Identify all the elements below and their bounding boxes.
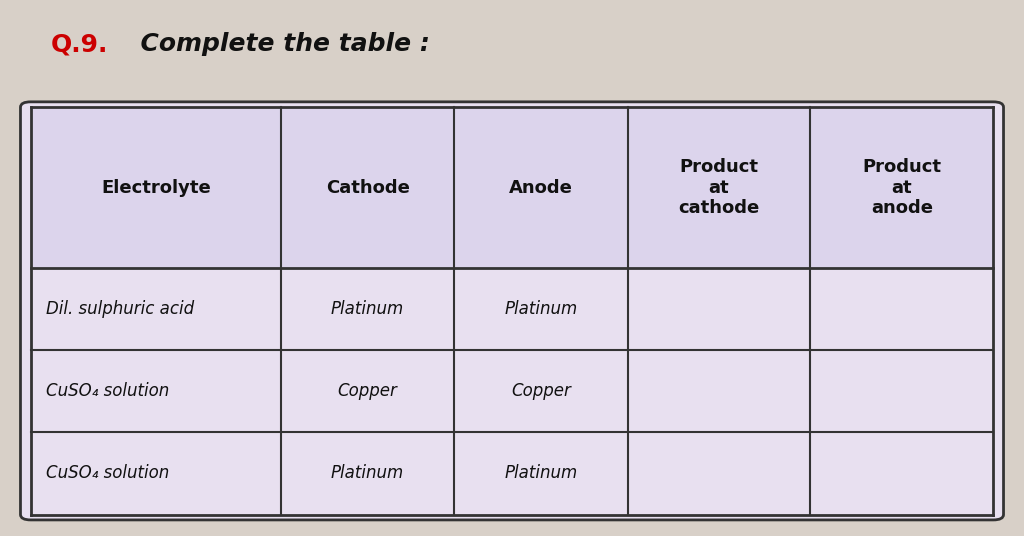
Text: Cathode: Cathode xyxy=(326,178,410,197)
Text: Anode: Anode xyxy=(509,178,572,197)
Text: Product
at
cathode: Product at cathode xyxy=(678,158,760,218)
Text: Complete the table :: Complete the table : xyxy=(123,32,430,56)
Bar xyxy=(31,107,993,268)
Text: Electrolyte: Electrolyte xyxy=(101,178,211,197)
Text: CuSO₄ solution: CuSO₄ solution xyxy=(46,465,169,482)
Text: Platinum: Platinum xyxy=(331,300,404,318)
Text: Platinum: Platinum xyxy=(504,465,578,482)
Text: Copper: Copper xyxy=(338,382,397,400)
Text: Platinum: Platinum xyxy=(504,300,578,318)
Text: Copper: Copper xyxy=(511,382,570,400)
Text: Product
at
anode: Product at anode xyxy=(862,158,941,218)
Text: Q.9.: Q.9. xyxy=(51,32,109,56)
Text: CuSO₄ solution: CuSO₄ solution xyxy=(46,382,169,400)
FancyBboxPatch shape xyxy=(20,102,1004,520)
Text: Platinum: Platinum xyxy=(331,465,404,482)
Text: Dil. sulphuric acid: Dil. sulphuric acid xyxy=(46,300,195,318)
